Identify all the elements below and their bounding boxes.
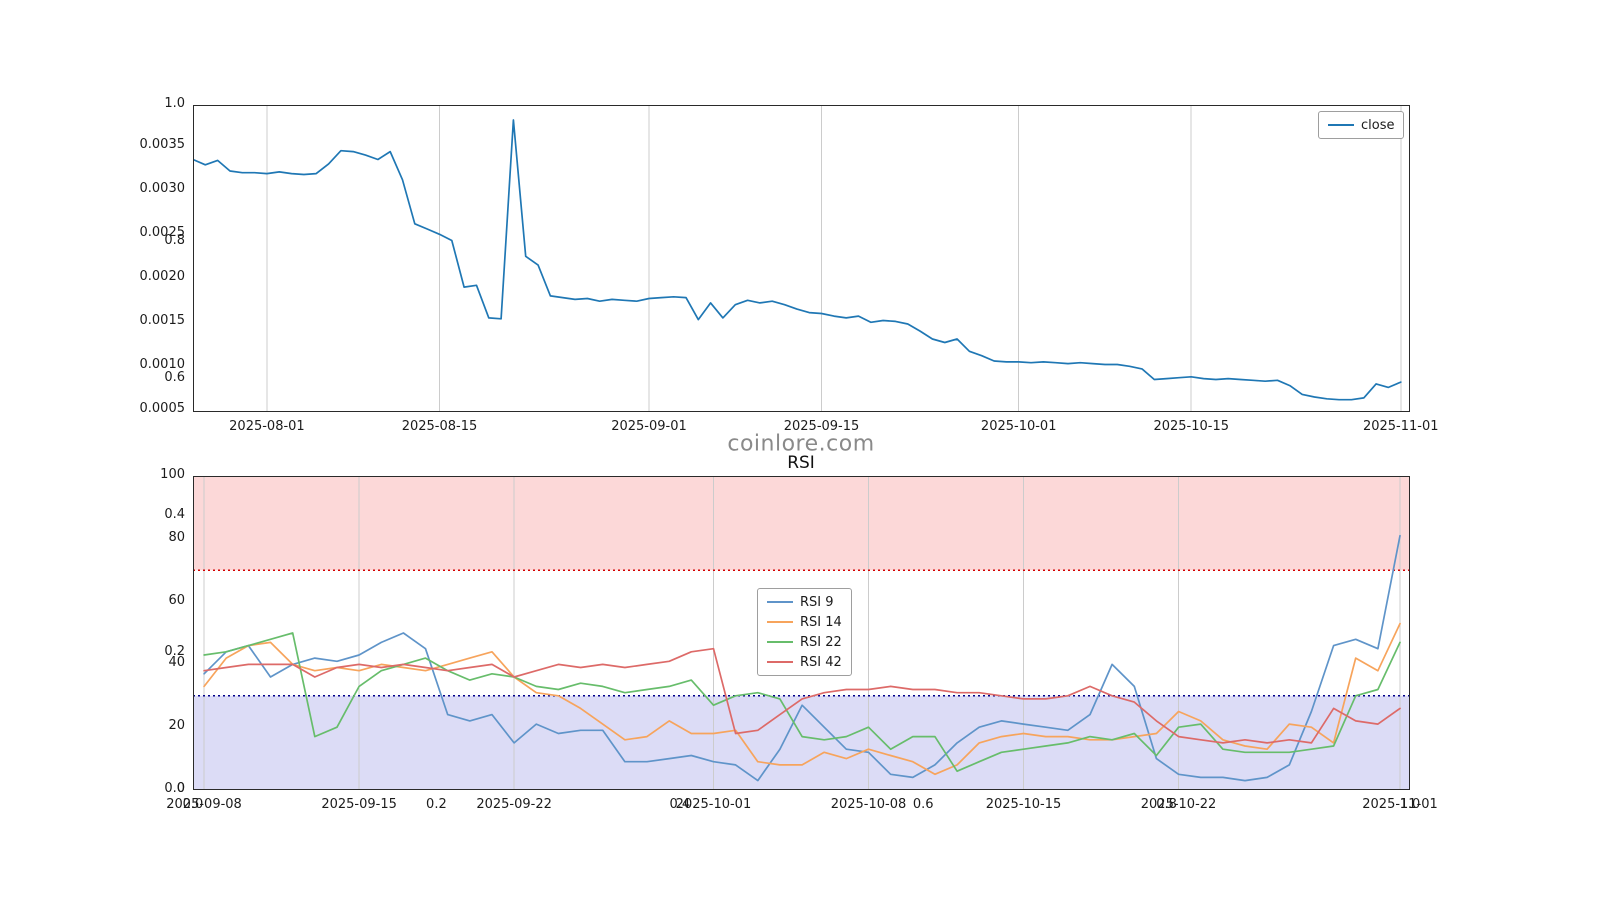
price-y-tick-label: 0.0035 bbox=[139, 137, 186, 153]
rsi-chart-title: RSI bbox=[787, 453, 815, 473]
price-y-tick-label: 0.0025 bbox=[139, 225, 186, 241]
price-legend: close bbox=[1318, 111, 1405, 139]
outer-y-tick-label: 0.2 bbox=[164, 644, 185, 659]
outer-y-tick-label: 0.0 bbox=[164, 781, 185, 796]
rsi-x-tick-label: 2025-11-01 bbox=[1362, 797, 1438, 812]
price-x-tick-label: 2025-10-01 bbox=[980, 419, 1057, 434]
oversold-zone bbox=[193, 695, 1410, 790]
legend-entry: RSI 9 bbox=[767, 593, 834, 611]
price-x-tick-label: 2025-09-01 bbox=[611, 419, 687, 434]
series-line-rsi-42 bbox=[203, 647, 1401, 744]
price-plot-area bbox=[193, 105, 1410, 412]
series-line-rsi-14 bbox=[203, 622, 1401, 776]
legend-line-sample-icon bbox=[767, 601, 793, 603]
outer-x-tick-label: 0.6 bbox=[912, 797, 934, 812]
price-x-tick-label: 2025-09-15 bbox=[783, 419, 860, 434]
price-x-tick-label: 2025-08-15 bbox=[401, 419, 478, 434]
rsi-x-tick-label: 2025-09-22 bbox=[476, 797, 552, 812]
price-y-tick-label: 0.0015 bbox=[139, 313, 186, 329]
price-x-tick-label: 2025-11-01 bbox=[1362, 419, 1439, 434]
outer-x-tick-label: 0.0 bbox=[182, 797, 204, 812]
series-line-rsi-9 bbox=[203, 534, 1401, 782]
overbought-zone bbox=[193, 476, 1410, 571]
price-y-tick-label: 0.0030 bbox=[139, 181, 186, 197]
legend-entry: RSI 14 bbox=[767, 613, 842, 631]
legend-line-sample-icon bbox=[767, 641, 793, 643]
rsi-y-tick-label: 40 bbox=[168, 655, 185, 671]
rsi-x-tick-label: 2025-10-22 bbox=[1140, 797, 1217, 812]
rsi-x-tick-label: 2025-10-15 bbox=[985, 797, 1062, 812]
outer-y-tick-label: 0.8 bbox=[164, 233, 185, 248]
outer-x-tick-label: 0.8 bbox=[1156, 797, 1177, 812]
legend-line-sample-icon bbox=[1328, 124, 1354, 126]
rsi-x-tick-label: 2025-09-15 bbox=[321, 797, 397, 812]
plot-border bbox=[193, 476, 1410, 790]
rsi-x-tick-label: 2025-10-01 bbox=[675, 797, 752, 812]
legend-entry-label: RSI 42 bbox=[800, 654, 842, 670]
price-x-tick-label: 2025-08-01 bbox=[229, 419, 305, 434]
legend-entry: RSI 22 bbox=[767, 633, 842, 651]
legend-entry-label: RSI 22 bbox=[800, 634, 842, 650]
rsi-y-tick-label: 20 bbox=[168, 718, 185, 734]
rsi-x-tick-label: 2025-09-08 bbox=[166, 797, 242, 812]
outer-y-tick-label: 1.0 bbox=[164, 96, 185, 111]
rsi-y-tick-label: 0 bbox=[176, 781, 185, 796]
price-x-tick-label: 2025-10-15 bbox=[1153, 419, 1230, 434]
outer-x-tick-label: 0.4 bbox=[669, 797, 691, 812]
watermark-text: coinlore.com bbox=[727, 431, 875, 457]
series-line-close bbox=[193, 119, 1402, 401]
rsi-y-tick-label: 100 bbox=[160, 467, 185, 482]
legend-entry-label: close bbox=[1361, 117, 1395, 133]
outer-x-tick-label: 0.2 bbox=[426, 797, 447, 812]
rsi-x-tick-label: 2025-10-08 bbox=[830, 797, 907, 812]
legend-line-sample-icon bbox=[767, 621, 793, 623]
price-y-tick-label: 0.0010 bbox=[139, 357, 186, 373]
outer-x-tick-label: 1.0 bbox=[1399, 797, 1421, 812]
plot-border bbox=[193, 105, 1410, 412]
legend-entry-label: RSI 14 bbox=[800, 614, 842, 630]
legend-entry: close bbox=[1328, 116, 1394, 134]
rsi-y-tick-label: 60 bbox=[168, 592, 185, 608]
price-y-tick-label: 0.0005 bbox=[139, 401, 186, 417]
rsi-plot-area bbox=[193, 476, 1410, 790]
legend-entry: RSI 42 bbox=[767, 653, 842, 671]
rsi-y-tick-label: 80 bbox=[168, 529, 185, 545]
outer-y-tick-label: 0.4 bbox=[164, 507, 185, 522]
outer-y-tick-label: 0.6 bbox=[164, 370, 185, 385]
rsi-legend: RSI 9 RSI 14 RSI 22 RSI 42 bbox=[757, 588, 852, 676]
legend-line-sample-icon bbox=[767, 661, 793, 663]
legend-entry-label: RSI 9 bbox=[800, 594, 834, 610]
price-y-tick-label: 0.0020 bbox=[139, 269, 186, 285]
